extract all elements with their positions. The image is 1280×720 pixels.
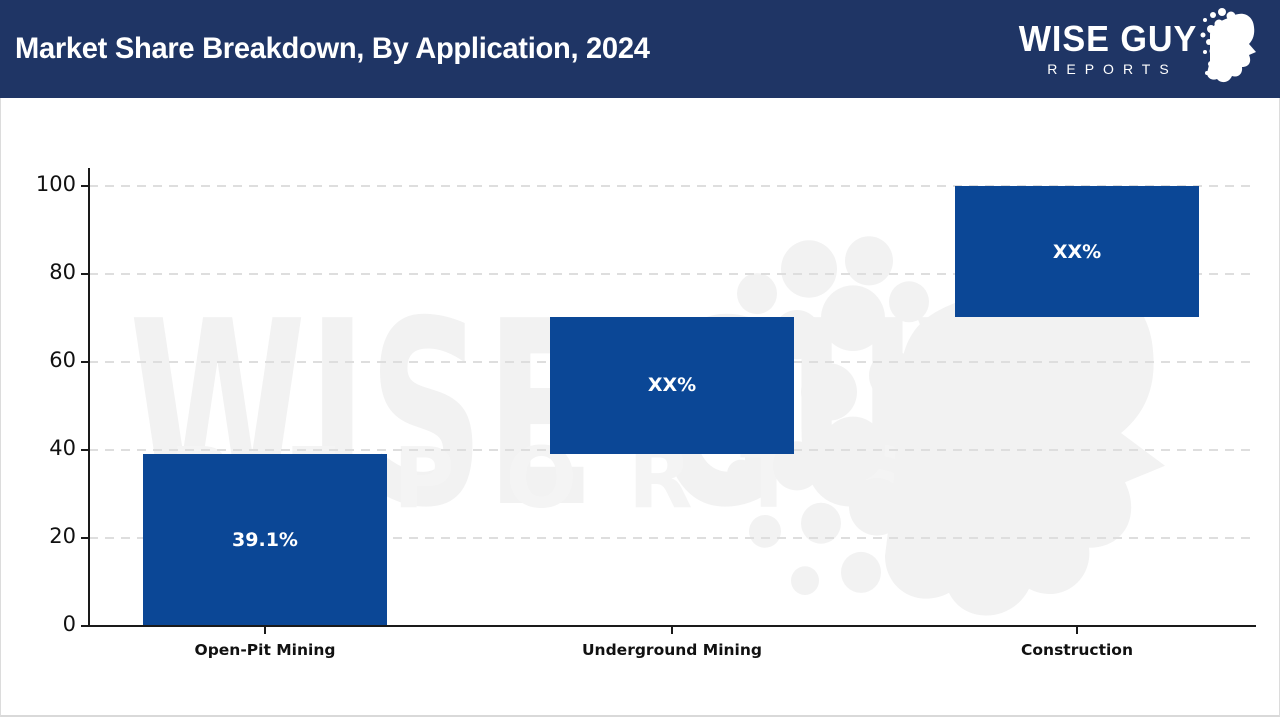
- bar: XX%: [550, 317, 794, 454]
- logo-text: WISE GUY REPORTS: [1014, 18, 1202, 78]
- gridline: [89, 185, 1255, 188]
- x-tick-label: Underground Mining: [581, 640, 763, 659]
- logo-head-icon: [1200, 8, 1256, 83]
- logo-subtext: REPORTS: [1047, 61, 1178, 77]
- y-tick: [81, 272, 89, 275]
- chart-panel: WISE GUY REPORTS 02040608010039.1%Open-P…: [0, 98, 1280, 717]
- y-tick: [81, 185, 89, 188]
- y-tick-label: 40: [49, 435, 76, 460]
- y-tick: [81, 360, 89, 363]
- bar-value-label: 39.1%: [232, 528, 298, 551]
- y-tick: [81, 448, 89, 451]
- bar: 39.1%: [143, 453, 387, 626]
- bar-value-label: XX%: [1052, 240, 1102, 263]
- chart-title: Market Share Breakdown, By Application, …: [15, 32, 650, 65]
- x-tick: [264, 625, 266, 634]
- x-tick-label: Open-Pit Mining: [194, 640, 336, 659]
- gridline: [89, 536, 1255, 539]
- x-tick: [1076, 625, 1078, 634]
- y-tick-label: 80: [49, 259, 76, 284]
- x-tick-label: Construction: [1021, 640, 1133, 659]
- y-tick-label: 100: [35, 172, 76, 197]
- y-tick-label: 20: [49, 523, 76, 548]
- y-axis: [88, 168, 90, 627]
- y-tick: [81, 624, 89, 627]
- x-tick: [671, 625, 673, 634]
- y-tick-label: 60: [49, 347, 76, 372]
- logo: WISE GUY REPORTS: [1014, 7, 1270, 91]
- y-tick-label: 0: [62, 611, 76, 636]
- bar: XX%: [955, 186, 1199, 318]
- gridline: [89, 272, 1255, 275]
- header: Market Share Breakdown, By Application, …: [0, 0, 1280, 98]
- y-tick: [81, 536, 89, 539]
- bar-value-label: XX%: [647, 374, 697, 397]
- logo-wordmark: WISE GUY: [1018, 18, 1198, 59]
